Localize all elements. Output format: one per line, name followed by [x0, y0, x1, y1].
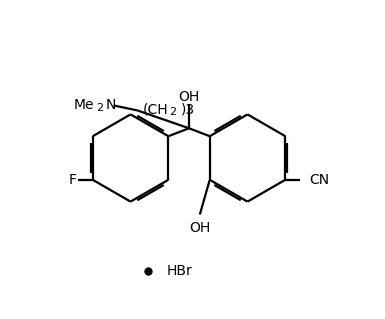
Text: Me: Me — [74, 99, 94, 113]
Text: CN: CN — [309, 173, 329, 187]
Text: )3: )3 — [181, 102, 195, 116]
Text: 2: 2 — [96, 103, 104, 114]
Text: N: N — [106, 99, 116, 113]
Text: F: F — [69, 173, 77, 187]
Text: OH: OH — [178, 90, 200, 104]
Text: 2: 2 — [170, 108, 177, 117]
Text: HBr: HBr — [166, 264, 192, 278]
Text: OH: OH — [189, 221, 211, 235]
Text: (CH: (CH — [142, 102, 168, 116]
